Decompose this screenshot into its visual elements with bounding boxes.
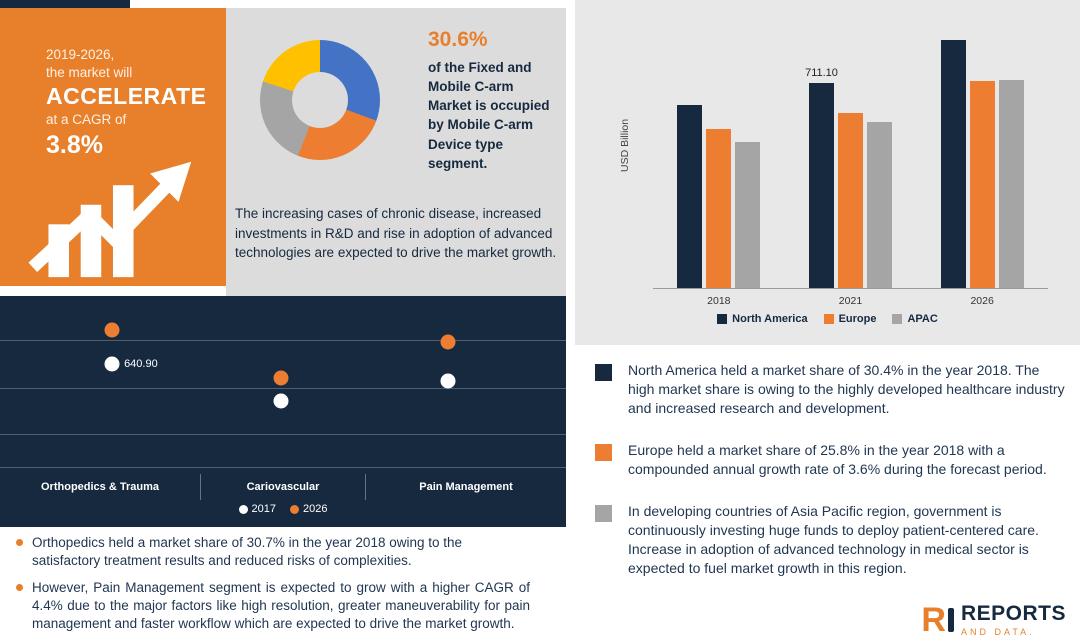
note-square-icon (595, 444, 612, 462)
left-note-item: Orthopedics held a market share of 30.7%… (16, 534, 530, 571)
cagr-promo-panel: 2019-2026, the market will ACCELERATE at… (0, 8, 226, 286)
logo-subtitle: AND DATA. (960, 627, 1035, 637)
region-note-item: North America held a market share of 30.… (595, 361, 1066, 418)
bar-chart-legend: North America Europe APAC (575, 313, 1080, 325)
promo-line4: at a CAGR of (46, 112, 127, 128)
donut-hole (292, 72, 348, 128)
bar-legend-label: North America (732, 313, 808, 325)
dot-legend-label: 2026 (303, 503, 328, 515)
dot-plot-legend: 2017 2026 (0, 503, 566, 515)
promo-cagr-value: 3.8% (46, 131, 103, 160)
region-note-text: In developing countries of Asia Pacific … (628, 503, 1039, 577)
bar-legend-item: APAC (892, 313, 938, 325)
dot-category-label: Cariovascular (200, 474, 365, 500)
dot-value-label: 640.90 (124, 357, 158, 370)
bar-plot-area: 2018 711.10 2021 2026 (653, 28, 1048, 307)
note-square-icon (595, 364, 612, 381)
left-note-text: Orthopedics held a market share of 30.7%… (32, 535, 463, 569)
bar-apac-2021 (866, 121, 892, 288)
region-note-item: Europe held a market share of 25.8% in t… (595, 441, 1066, 479)
gridline (0, 339, 566, 341)
bar-category-label: 2026 (970, 295, 994, 307)
bar-apac-2018 (735, 142, 761, 288)
legend-square-icon (892, 314, 903, 324)
dot-legend-item: 2026 (290, 503, 327, 515)
legend-dot-icon (238, 504, 248, 514)
bar-apac-2026 (998, 80, 1024, 288)
dot-plot-panel: 640.90 Orthopedics & Trauma Cariovascular… (0, 296, 566, 527)
logo-mark: R (921, 603, 954, 637)
logo-name: REPORTS (960, 602, 1066, 625)
dot-plot-categories: Orthopedics & Trauma Cariovascular Pain Ma… (0, 474, 566, 500)
left-note-item: However, Pain Management segment is expe… (16, 579, 530, 634)
gridline (0, 467, 566, 469)
reports-and-data-logo: R REPORTS AND DATA. (921, 603, 1066, 637)
dot-point-2017 (104, 356, 120, 372)
promo-headline: ACCELERATE (46, 83, 207, 110)
dot-point-2017 (440, 373, 456, 389)
bar-legend-item: Europe (823, 313, 877, 325)
legend-square-icon (717, 314, 728, 324)
left-notes-section: Orthopedics held a market share of 30.7%… (0, 527, 566, 643)
region-notes-section: North America held a market share of 30.… (575, 345, 1080, 643)
logo-bar-icon (947, 608, 954, 632)
legend-dot-icon (290, 504, 299, 514)
logo-text: REPORTS AND DATA. (961, 603, 1066, 637)
promo-period: 2019-2026, (46, 47, 115, 62)
promo-text: 2019-2026, the market will ACCELERATE at… (46, 46, 206, 160)
dot-point-2026 (104, 322, 120, 338)
bar-legend-label: Europe (838, 313, 877, 325)
dot-legend-item: 2017 (238, 503, 276, 515)
bar-north-america-2021: 711.10 (805, 67, 838, 288)
left-note-text: However, Pain Management segment is expe… (32, 579, 530, 632)
dot-category-label: Orthopedics & Trauma (41, 481, 159, 493)
bar-group-2021: 711.10 2021 (805, 28, 892, 307)
bar-value-label: 711.10 (805, 66, 838, 79)
bar-chart-panel: USD Billion 2018 711.10 2021 2026 North Ame… (575, 0, 1080, 345)
donut-panel: 30.6% of the Fixed and Mobile C-arm Mark… (226, 8, 566, 296)
bar-category-label: 2018 (707, 295, 731, 307)
bar-group-2026: 2026 (940, 28, 1024, 307)
donut-callout-text: of the Fixed and Mobile C-arm Market is … (428, 60, 550, 171)
region-note-item: In developing countries of Asia Pacific … (595, 502, 1066, 578)
dot-plot-area: 640.90 (0, 302, 566, 474)
bar-legend-label: APAC (907, 313, 938, 325)
growth-arrow-icon (28, 161, 192, 278)
bar-legend-item: North America (717, 313, 808, 325)
bullet-icon (16, 583, 23, 591)
dot-point-2017 (273, 393, 289, 409)
bar-europe-2026 (969, 81, 995, 288)
logo-letter: R (921, 601, 946, 639)
gridline (0, 388, 566, 389)
bar-europe-2021 (837, 113, 863, 288)
bullet-icon (16, 539, 23, 546)
promo-line2: the market will (46, 65, 133, 81)
donut-chart (260, 40, 380, 160)
left-notes-list: Orthopedics held a market share of 30.7%… (16, 534, 530, 634)
market-driver-text: The increasing cases of chronic disease,… (235, 206, 557, 261)
dot-category-label: Pain Management (365, 474, 566, 500)
bar-chart-ylabel: USD Billion (619, 118, 631, 172)
donut-callout-value: 30.6% (428, 28, 488, 51)
legend-square-icon (823, 314, 834, 324)
region-note-text: Europe held a market share of 25.8% in t… (628, 442, 1047, 478)
dot-point-2026 (440, 334, 456, 350)
bar-group-2018: 2018 (677, 28, 761, 307)
bar-north-america-2018 (677, 104, 703, 288)
bar-europe-2018 (706, 129, 732, 288)
gridline (0, 434, 566, 436)
region-note-text: North America held a market share of 30.… (628, 362, 1065, 417)
note-square-icon (595, 505, 612, 523)
dot-point-2026 (273, 370, 289, 386)
bar-category-label: 2021 (838, 295, 863, 307)
dot-legend-label: 2017 (251, 503, 276, 515)
bar-north-america-2026 (940, 39, 966, 288)
donut-callout: 30.6% of the Fixed and Mobile C-arm Mark… (428, 28, 560, 173)
top-left-accent-strip (0, 0, 130, 8)
